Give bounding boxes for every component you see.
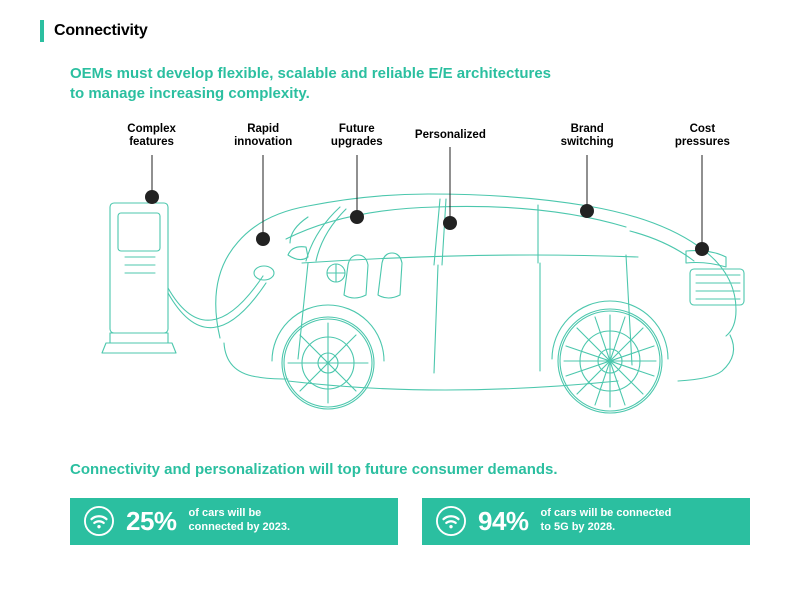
stat-percentage: 25% (126, 506, 177, 537)
wifi-icon (84, 506, 114, 536)
callout-label-line1: Complex (127, 123, 176, 135)
callout-pin-dot (256, 232, 270, 246)
callout-label-line1: Brand (571, 123, 604, 135)
stat-caption-line1: of cars will be (189, 507, 262, 519)
callout-pin-dot (443, 216, 457, 230)
callout-pin-line (151, 155, 152, 191)
stat-caption-line2: connected by 2023. (189, 521, 291, 533)
car-diagram: Complexfeatures Rapidinnovation Futureupgr… (40, 123, 760, 443)
infographic-page: Connectivity OEMs must develop flexible,… (0, 0, 800, 615)
callout-pin-line (450, 147, 451, 217)
callout-personalized: Personalized (415, 129, 486, 143)
callout-pin-dot (580, 204, 594, 218)
stat-2028: 94% of cars will be connected to 5G by 202… (422, 498, 750, 545)
callout-label-line1: Rapid (247, 123, 279, 135)
stat-caption-line2: to 5G by 2028. (541, 521, 616, 533)
wifi-icon (436, 506, 466, 536)
subhead-line-2: to manage increasing complexity. (70, 84, 760, 104)
car-line-art (40, 123, 760, 443)
callout-pin-dot (350, 210, 364, 224)
callout-label-line2: innovation (234, 136, 292, 148)
callout-pin-line (356, 155, 357, 211)
callout-future-upgrades: Futureupgrades (331, 123, 383, 151)
callout-complex-features: Complexfeatures (127, 123, 176, 151)
stat-caption: of cars will be connected by 2023. (189, 507, 291, 535)
section-header: Connectivity (40, 20, 760, 42)
stat-percentage: 94% (478, 506, 529, 537)
subhead-line-1: OEMs must develop flexible, scalable and… (70, 64, 760, 84)
callout-pin-dot (145, 190, 159, 204)
stats-row: 25% of cars will be connected by 2023. 94% o… (40, 498, 760, 545)
callout-pin-line (587, 155, 588, 205)
callout-label-line1: Future (339, 123, 375, 135)
callout-label-line2: features (129, 136, 174, 148)
callout-label-line1: Personalized (415, 129, 486, 141)
callout-label-line2: upgrades (331, 136, 383, 148)
callout-rapid-innovation: Rapidinnovation (234, 123, 292, 151)
callout-cost-pressures: Costpressures (675, 123, 730, 151)
stat-caption: of cars will be connected to 5G by 2028. (541, 507, 672, 535)
callout-pin-line (702, 155, 703, 243)
callout-pin-dot (695, 242, 709, 256)
callout-label-line2: pressures (675, 136, 730, 148)
section-title: Connectivity (54, 22, 148, 40)
callout-brand-switching: Brandswitching (561, 123, 614, 151)
accent-bar (40, 20, 44, 42)
subhead: OEMs must develop flexible, scalable and… (70, 64, 760, 105)
stat-2023: 25% of cars will be connected by 2023. (70, 498, 398, 545)
callout-label-line2: switching (561, 136, 614, 148)
tagline: Connectivity and personalization will to… (70, 461, 760, 478)
callout-label-line1: Cost (690, 123, 716, 135)
stat-caption-line1: of cars will be connected (541, 507, 672, 519)
callout-pin-line (263, 155, 264, 233)
